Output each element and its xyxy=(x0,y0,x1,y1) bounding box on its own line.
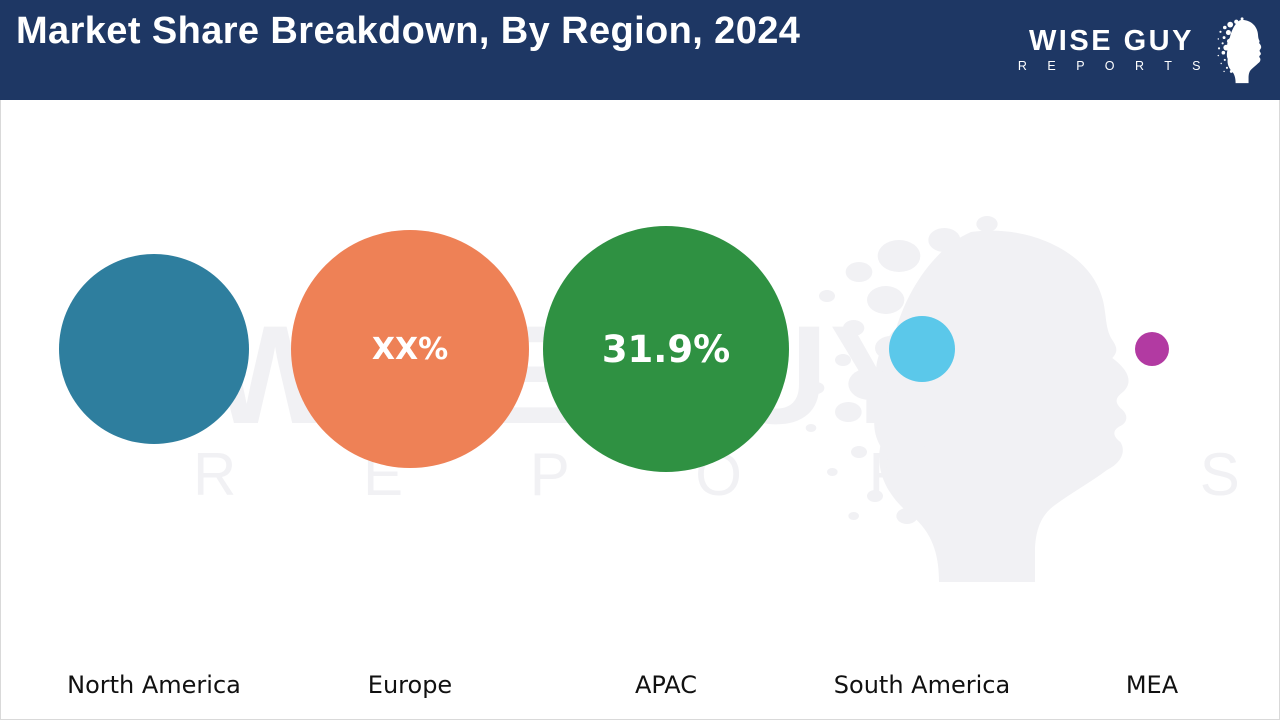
bubble-south-america xyxy=(889,316,955,382)
bubble-chart: WISE GUY R E P O R T S North AmericaXX%E… xyxy=(0,100,1280,720)
category-label-north-america: North America xyxy=(67,671,241,699)
logo-subtext: R E P O R T S xyxy=(1017,59,1209,74)
category-label-apac: APAC xyxy=(634,671,698,699)
bubble-value-label: 31.9% xyxy=(601,327,731,371)
bubble-apac: 31.9% xyxy=(543,226,789,472)
bubble-europe: XX% xyxy=(291,230,529,468)
bubble-value-label: XX% xyxy=(371,331,449,367)
logo-wordmark: WISE GUY xyxy=(1028,25,1194,58)
header-bar: Market Share Breakdown, By Region, 2024 … xyxy=(0,0,1280,100)
bubble-mea xyxy=(1135,332,1169,366)
page-title: Market Share Breakdown, By Region, 2024 xyxy=(16,10,801,52)
wiseguy-head-icon xyxy=(1214,10,1268,90)
category-label-south-america: South America xyxy=(833,671,1011,699)
category-label-mea: MEA xyxy=(1125,671,1179,699)
bubble-north-america xyxy=(59,254,249,444)
category-label-europe: Europe xyxy=(367,671,453,699)
brand-logo-text: WISE GUY R E P O R T S xyxy=(1014,25,1209,74)
brand-logo: WISE GUY R E P O R T S xyxy=(1014,8,1268,92)
bubble-plot: North America XX% Europe 31.9% APAC South Ame… xyxy=(1,100,1279,719)
